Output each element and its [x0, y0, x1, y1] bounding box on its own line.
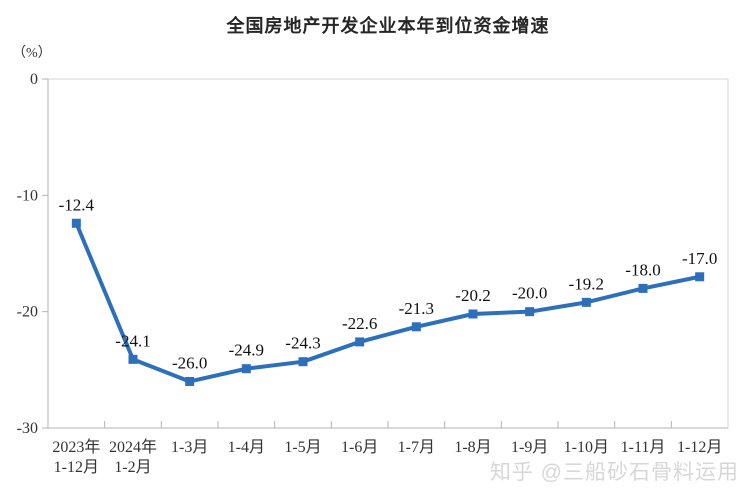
data-point-label: -12.4 — [59, 195, 95, 214]
x-axis-label: 2023年 1-12月 — [52, 438, 100, 476]
data-point-marker — [468, 309, 478, 319]
x-axis-label: 1-3月 — [171, 439, 208, 456]
y-axis-tick-label: 0 — [30, 71, 38, 88]
data-point-marker — [581, 297, 591, 307]
data-point-marker — [298, 357, 308, 367]
data-point-marker — [411, 322, 421, 332]
data-point-label: -21.3 — [399, 299, 434, 318]
data-point-marker — [638, 283, 648, 293]
data-point-marker — [355, 337, 365, 347]
data-point-label: -22.6 — [342, 314, 377, 333]
data-point-label: -17.0 — [682, 249, 717, 268]
y-axis-tick-label: -20 — [17, 304, 38, 321]
x-axis-label: 1-12月 — [677, 439, 722, 456]
line-series — [74, 221, 702, 384]
y-axis-tick-label: -30 — [17, 420, 38, 437]
plot-border — [47, 78, 729, 429]
x-axis-label: 1-6月 — [341, 439, 378, 456]
data-point-label: -24.1 — [115, 331, 150, 350]
x-axis-label: 1-8月 — [454, 439, 491, 456]
data-point-marker — [525, 307, 535, 317]
y-axis-tick-label: -10 — [17, 187, 38, 204]
data-point-marker — [695, 272, 705, 282]
data-point-marker — [241, 364, 251, 374]
data-point-label: -19.2 — [569, 274, 604, 293]
data-point-label: -26.0 — [172, 353, 207, 372]
data-point-marker — [71, 218, 81, 228]
data-point-label: -24.3 — [285, 334, 320, 353]
data-point-label: -20.2 — [455, 286, 490, 305]
data-point-label: -20.0 — [512, 284, 547, 303]
chart-title: 全国房地产开发企业本年到位资金增速 — [226, 16, 550, 36]
data-point-label: -18.0 — [625, 260, 660, 279]
y-axis-unit-label: （%） — [12, 46, 52, 61]
data-point-marker — [128, 354, 138, 364]
x-axis-label: 1-5月 — [284, 439, 321, 456]
watermark: 知乎 @三船砂石骨料运用 — [489, 461, 739, 484]
data-point-label: -24.9 — [229, 341, 264, 360]
x-axis-label: 1-4月 — [228, 439, 265, 456]
x-axis-label: 1-11月 — [621, 439, 666, 456]
data-point-marker — [185, 376, 195, 386]
x-axis-label: 1-9月 — [511, 439, 548, 456]
x-axis-label: 2024年 1-2月 — [109, 438, 157, 476]
x-axis-label: 1-7月 — [398, 439, 435, 456]
x-axis-label: 1-10月 — [564, 439, 609, 456]
